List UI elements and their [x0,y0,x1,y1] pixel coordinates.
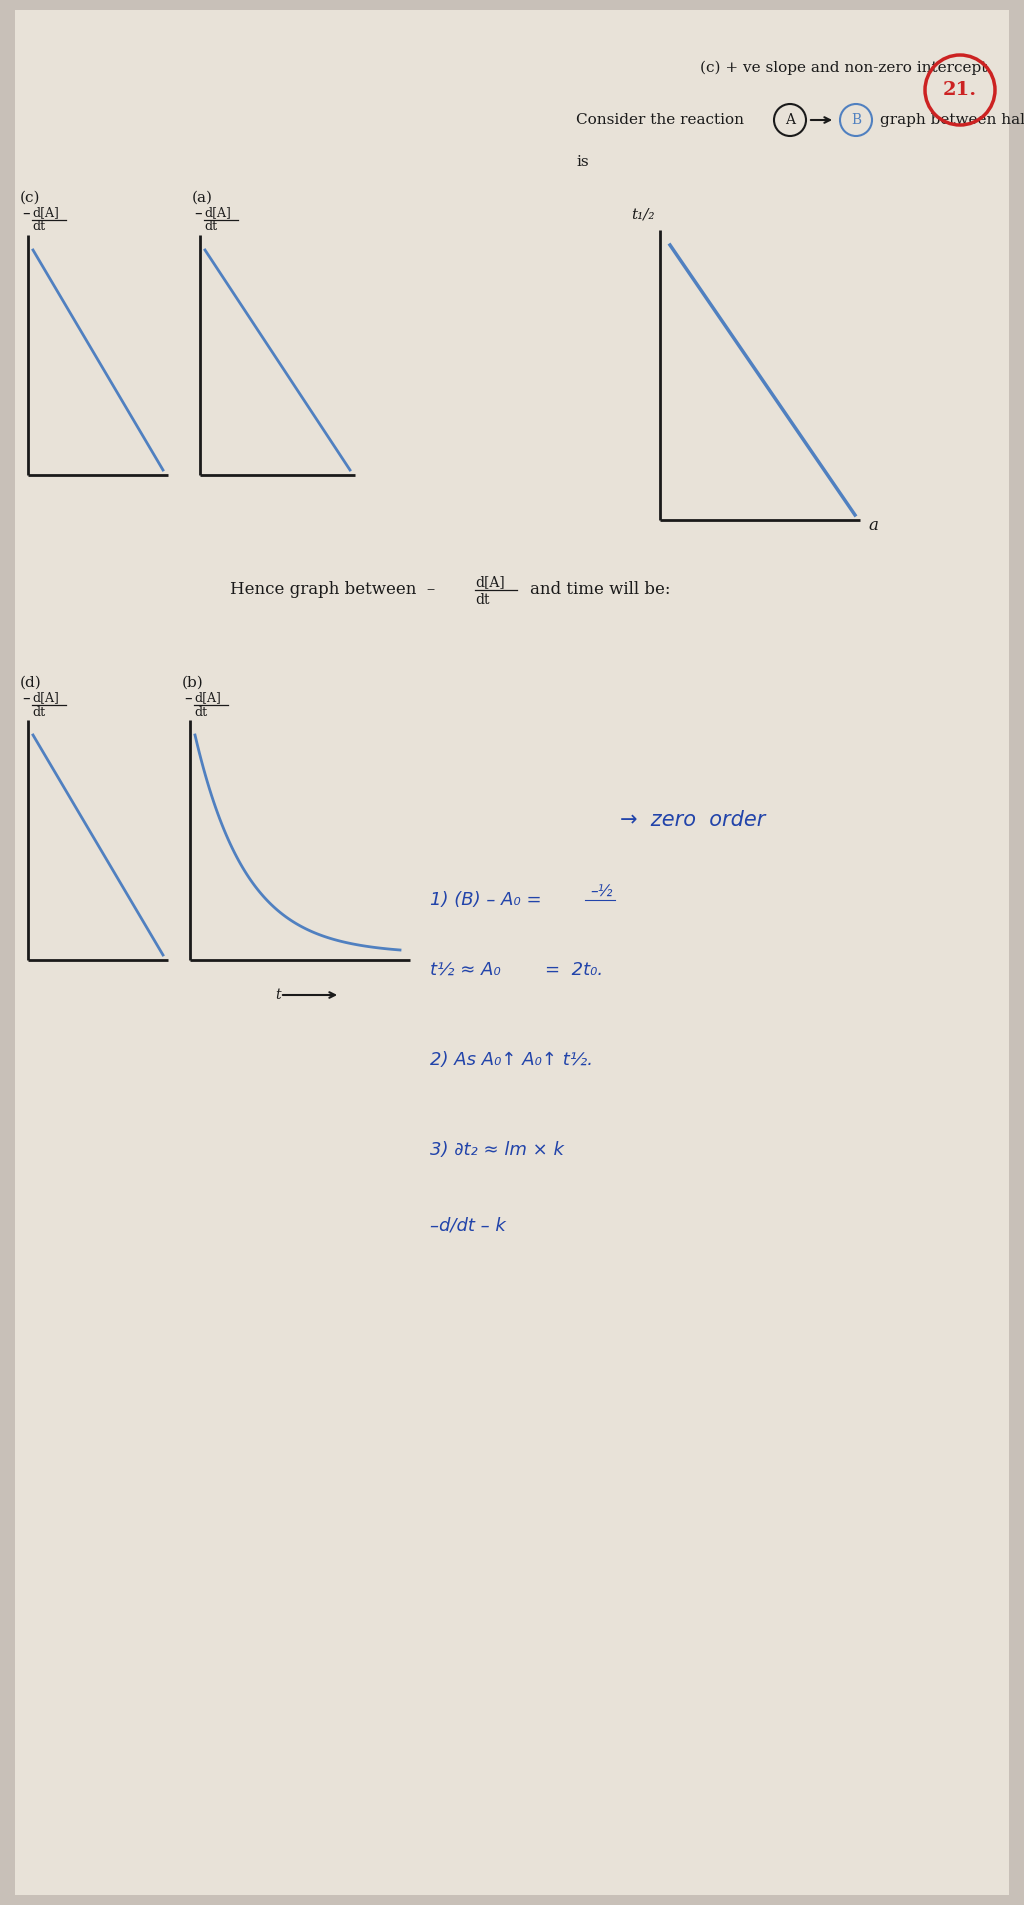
Text: dt: dt [475,592,489,608]
Text: (b): (b) [182,676,204,690]
Text: 3) ∂t₂ ≈ lm × k: 3) ∂t₂ ≈ lm × k [430,1141,564,1158]
Text: t₁/₂: t₁/₂ [632,208,655,223]
Text: d[A]: d[A] [204,206,230,219]
Text: (c) + ve slope and non-zero intercept: (c) + ve slope and non-zero intercept [700,61,987,74]
Text: graph between half life (t: graph between half life (t [880,112,1024,128]
Text: =  2t₀.: = 2t₀. [545,960,603,979]
Text: –: – [195,206,202,221]
Text: 21.: 21. [943,82,977,99]
Text: (c): (c) [20,190,41,206]
Text: is: is [575,154,589,170]
Text: t½ ≈ A₀: t½ ≈ A₀ [430,960,501,979]
Text: d[A]: d[A] [475,575,505,589]
Text: Hence graph between  –: Hence graph between – [230,581,435,598]
Text: dt: dt [32,221,45,234]
Text: –d/dt – k: –d/dt – k [430,1215,506,1234]
Text: –½: –½ [590,884,612,899]
Text: →  zero  order: → zero order [620,810,765,831]
Text: A: A [785,112,795,128]
Text: (d): (d) [20,676,42,690]
Text: and time will be:: and time will be: [530,581,671,598]
Text: 2) As A₀↑ A₀↑ t½.: 2) As A₀↑ A₀↑ t½. [430,1052,593,1069]
Text: –: – [23,206,30,221]
Text: (a): (a) [193,190,213,206]
Text: d[A]: d[A] [32,692,58,705]
Text: dt: dt [204,221,217,234]
Text: d[A]: d[A] [32,206,58,219]
Text: dt: dt [194,705,207,718]
FancyBboxPatch shape [15,10,1009,1895]
Text: Consider the reaction: Consider the reaction [575,112,744,128]
Text: B: B [851,112,861,128]
Text: t: t [275,989,281,1002]
Text: d[A]: d[A] [194,692,221,705]
Text: 1) (B) – A₀ =: 1) (B) – A₀ = [430,892,542,909]
Text: dt: dt [32,705,45,718]
Text: a: a [868,516,878,533]
Text: –: – [184,690,193,705]
Text: –: – [23,690,30,705]
